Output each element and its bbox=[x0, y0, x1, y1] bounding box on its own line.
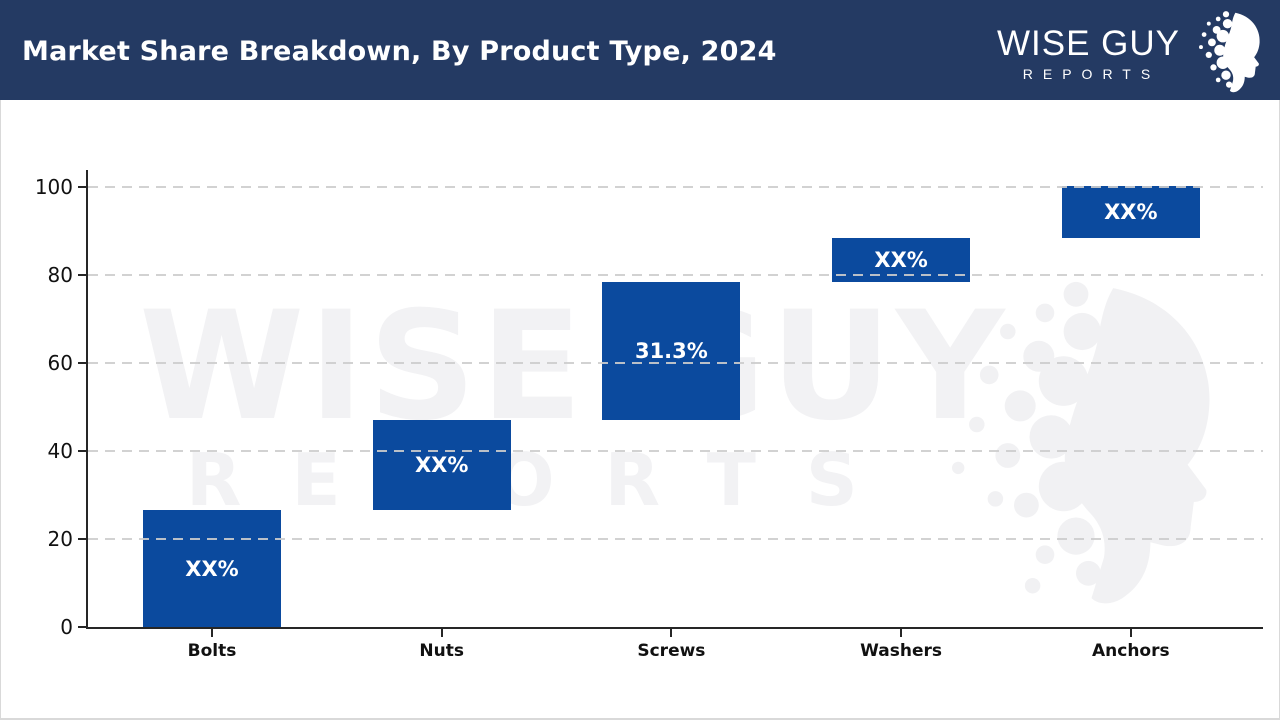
y-tick-mark-40 bbox=[78, 450, 86, 452]
gridline-40 bbox=[88, 450, 1263, 452]
x-tick-mark-anchors bbox=[1129, 629, 1132, 637]
bar-anchors: XX% bbox=[1061, 186, 1200, 239]
x-category-label-screws: Screws bbox=[637, 641, 706, 661]
x-category-label-nuts: Nuts bbox=[419, 641, 464, 661]
x-tick-mark-screws bbox=[670, 629, 673, 637]
x-axis-line bbox=[86, 627, 1263, 629]
x-category-label-bolts: Bolts bbox=[187, 641, 237, 661]
bar-bolts: XX% bbox=[143, 510, 281, 627]
y-tick-mark-80 bbox=[78, 274, 86, 276]
gridline-80 bbox=[88, 274, 1263, 276]
y-tick-label-40: 40 bbox=[47, 439, 73, 463]
wise-guy-reports-logo: WISE GUY REPORTS bbox=[997, 8, 1268, 98]
y-tick-label-80: 80 bbox=[47, 263, 73, 287]
y-tick-mark-0 bbox=[78, 626, 86, 628]
bar-value-label-screws: 31.3% bbox=[634, 339, 708, 364]
x-category-label-washers: Washers bbox=[860, 641, 943, 661]
y-axis-line bbox=[86, 170, 88, 629]
x-tick-mark-washers bbox=[900, 629, 903, 637]
y-tick-label-0: 0 bbox=[60, 615, 73, 639]
logo-text: WISE GUY REPORTS bbox=[997, 24, 1180, 82]
bar-value-label-washers: XX% bbox=[874, 248, 928, 273]
gridline-60 bbox=[88, 362, 1263, 364]
x-category-label-anchors: Anchors bbox=[1091, 641, 1170, 661]
watermark-head-icon bbox=[921, 220, 1231, 664]
bar-value-label-anchors: XX% bbox=[1104, 200, 1158, 225]
y-tick-mark-20 bbox=[78, 538, 86, 540]
bar-value-label-nuts: XX% bbox=[414, 453, 469, 478]
bar-nuts: XX% bbox=[372, 420, 511, 511]
logo-subtitle: REPORTS bbox=[1022, 66, 1161, 82]
y-tick-label-20: 20 bbox=[47, 527, 73, 551]
bar-value-label-bolts: XX% bbox=[185, 556, 239, 581]
y-tick-label-100: 100 bbox=[34, 175, 73, 199]
gridline-20 bbox=[88, 538, 1263, 540]
chart-frame: WISE GUY REPORTS 0 20 40 60 80 100 XX% Bolts XX%… bbox=[0, 100, 1280, 720]
y-tick-label-60: 60 bbox=[47, 351, 73, 375]
logo-wordmark: WISE GUY bbox=[996, 24, 1180, 63]
gridline-100 bbox=[88, 186, 1263, 188]
header-bar: Market Share Breakdown, By Product Type,… bbox=[0, 0, 1280, 100]
watermark-wordmark: WISE GUY bbox=[139, 280, 1009, 454]
y-tick-mark-60 bbox=[78, 362, 86, 364]
bar-screws: 31.3% bbox=[602, 282, 741, 421]
logo-head-icon bbox=[1184, 8, 1268, 98]
chart-title: Market Share Breakdown, By Product Type,… bbox=[22, 36, 777, 67]
x-tick-mark-nuts bbox=[440, 629, 443, 637]
y-tick-mark-100 bbox=[78, 186, 86, 188]
x-tick-mark-bolts bbox=[211, 629, 213, 637]
